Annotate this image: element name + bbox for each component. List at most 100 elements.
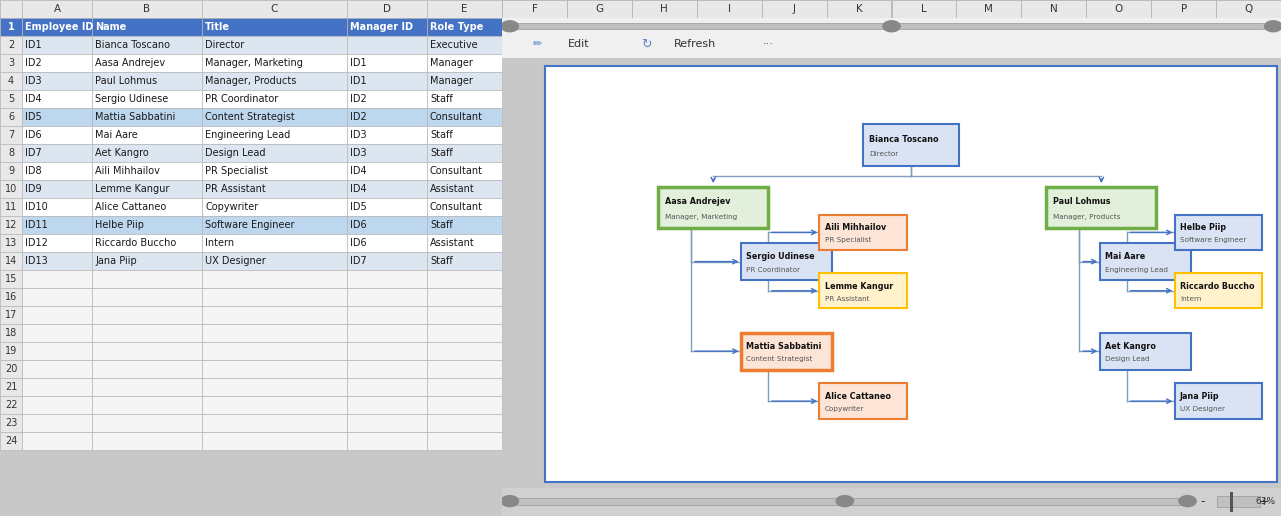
Text: Aet Kangro: Aet Kangro (95, 148, 149, 158)
Bar (0, 270, 22, 288)
Text: Assistant: Assistant (430, 238, 475, 248)
Text: Consultant: Consultant (430, 112, 483, 122)
Text: 2: 2 (8, 40, 14, 50)
Bar (202, 432, 347, 450)
Bar (92, 270, 202, 288)
Bar (427, 216, 502, 234)
Text: Sergio Udinese: Sergio Udinese (95, 94, 168, 104)
FancyBboxPatch shape (863, 124, 958, 166)
Bar (347, 414, 427, 432)
Bar (427, 126, 502, 144)
Bar (427, 234, 502, 252)
Bar (502, 488, 1281, 516)
Bar (202, 378, 347, 396)
Text: Design Lead: Design Lead (1106, 356, 1149, 362)
Bar (427, 288, 502, 306)
Bar (826, 0, 892, 18)
Text: Mai Aare: Mai Aare (1106, 252, 1145, 261)
Text: Intern: Intern (1180, 296, 1202, 301)
FancyBboxPatch shape (658, 187, 769, 228)
Text: G: G (596, 4, 603, 14)
Bar (92, 108, 202, 126)
Text: ID6: ID6 (350, 238, 366, 248)
Bar (427, 342, 502, 360)
Bar (347, 324, 427, 342)
Text: -: - (1200, 495, 1205, 508)
Text: Helbe Piip: Helbe Piip (1180, 223, 1226, 232)
Text: B: B (143, 4, 151, 14)
Bar (202, 18, 347, 36)
Bar (22, 0, 92, 18)
Bar (202, 90, 347, 108)
Circle shape (835, 495, 854, 507)
Bar (202, 288, 347, 306)
Text: Helbe Piip: Helbe Piip (95, 220, 143, 230)
Bar (347, 198, 427, 216)
Bar (202, 54, 347, 72)
Text: 17: 17 (5, 310, 17, 320)
Text: A: A (54, 4, 60, 14)
FancyBboxPatch shape (820, 383, 907, 419)
Text: I: I (728, 4, 730, 14)
Circle shape (1264, 20, 1281, 33)
Text: ID1: ID1 (350, 76, 366, 86)
Text: 12: 12 (5, 220, 17, 230)
Bar (510, 23, 1273, 29)
Text: F: F (532, 4, 538, 14)
Text: Staff: Staff (430, 148, 452, 158)
Text: 8: 8 (8, 148, 14, 158)
Text: J: J (793, 4, 796, 14)
Bar (22, 72, 92, 90)
Text: Engineering Lead: Engineering Lead (1106, 267, 1168, 272)
Text: 7: 7 (8, 130, 14, 140)
Bar (92, 306, 202, 324)
Bar (510, 497, 1187, 505)
Bar (22, 324, 92, 342)
Circle shape (501, 495, 519, 507)
Text: ID3: ID3 (26, 76, 41, 86)
Bar (347, 90, 427, 108)
Text: Engineering Lead: Engineering Lead (205, 130, 291, 140)
Bar (92, 72, 202, 90)
Bar (22, 90, 92, 108)
Bar (347, 342, 427, 360)
Text: Mai Aare: Mai Aare (95, 130, 138, 140)
Text: Title: Title (205, 22, 231, 32)
Text: ID4: ID4 (350, 166, 366, 176)
Text: Manager, Products: Manager, Products (205, 76, 296, 86)
Bar (427, 252, 502, 270)
Bar (0, 432, 22, 450)
Text: UX Designer: UX Designer (1180, 406, 1225, 412)
Text: Refresh: Refresh (674, 39, 716, 49)
Text: Aet Kangro: Aet Kangro (1106, 342, 1155, 351)
Text: Sergio Udinese: Sergio Udinese (747, 252, 815, 261)
Text: 11: 11 (5, 202, 17, 212)
Bar (427, 270, 502, 288)
Text: PR Assistant: PR Assistant (205, 184, 265, 194)
Text: ID4: ID4 (350, 184, 366, 194)
Text: ID3: ID3 (350, 130, 366, 140)
Text: C: C (270, 4, 278, 14)
Text: Copywriter: Copywriter (205, 202, 259, 212)
Bar (202, 0, 347, 18)
FancyBboxPatch shape (820, 273, 907, 309)
Bar (347, 270, 427, 288)
Bar (0, 54, 22, 72)
Text: 15: 15 (5, 274, 17, 284)
Text: 18: 18 (5, 328, 17, 338)
Bar (92, 162, 202, 180)
Text: Edit: Edit (569, 39, 589, 49)
Text: Employee ID: Employee ID (26, 22, 94, 32)
Bar (22, 18, 92, 36)
Bar (202, 396, 347, 414)
Text: Executive: Executive (430, 40, 478, 50)
Bar (347, 216, 427, 234)
Text: Staff: Staff (430, 220, 452, 230)
Bar (427, 360, 502, 378)
Bar (202, 126, 347, 144)
Text: Staff: Staff (430, 130, 452, 140)
Bar (92, 414, 202, 432)
Text: ✏: ✏ (533, 39, 542, 49)
Text: ID5: ID5 (26, 112, 42, 122)
Bar (0, 108, 22, 126)
